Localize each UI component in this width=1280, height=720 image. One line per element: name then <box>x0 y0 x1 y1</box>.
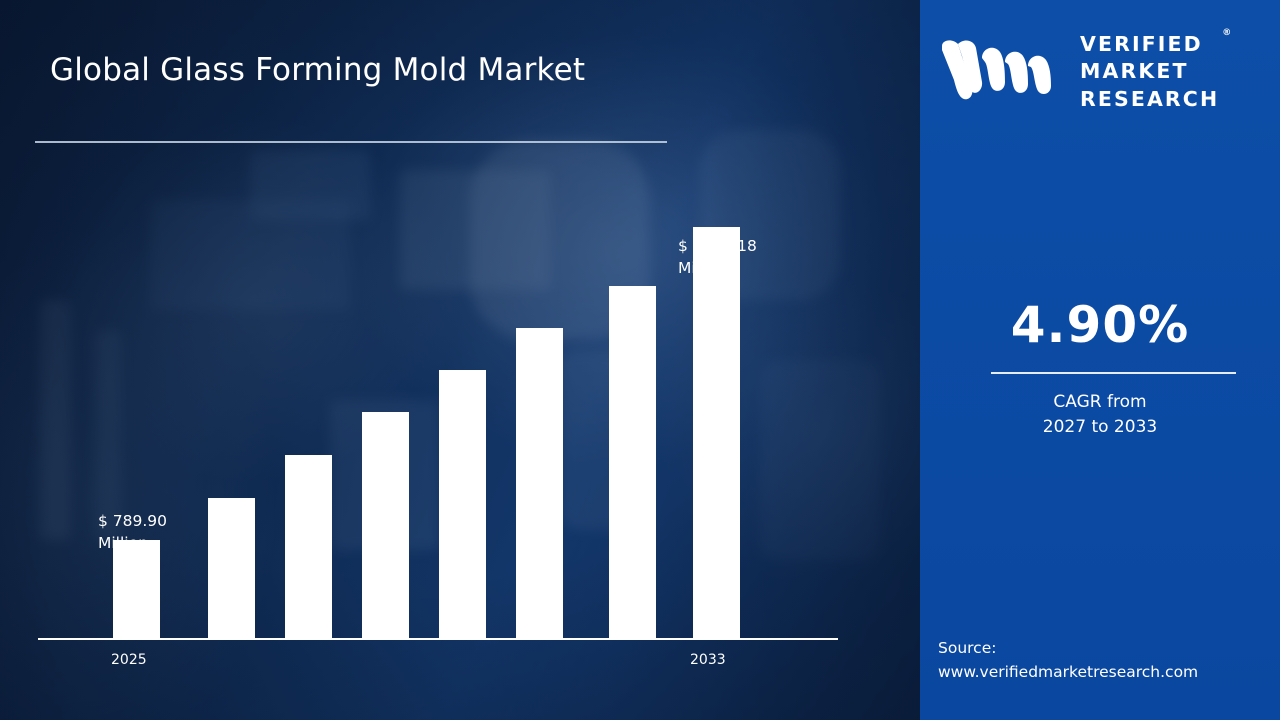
sidebar: VERIFIED MARKET RESEARCH ® 4.90% CAGR fr… <box>920 0 1280 720</box>
cagr-value: 4.90% <box>1010 296 1190 354</box>
bar-2030[interactable] <box>516 328 563 638</box>
cagr-caption: CAGR from 2027 to 2033 <box>920 390 1280 439</box>
title-divider <box>35 141 667 143</box>
bar-value-label-last-line2: Million <box>678 259 728 278</box>
bar-chart: $ 789.90 Million $ 1158.18 Million 2025 … <box>38 180 848 672</box>
vmr-logo-icon <box>942 40 1051 100</box>
bar-group <box>38 218 838 638</box>
chart-panel: Global Glass Forming Mold Market <box>0 0 920 720</box>
bar-2033[interactable] <box>693 227 740 638</box>
bar-2027[interactable] <box>285 455 332 638</box>
cagr-caption-line1: CAGR from <box>1053 392 1147 412</box>
x-axis-line <box>38 638 838 640</box>
cagr-caption-line2: 2027 to 2033 <box>1042 416 1158 437</box>
brand-wordmark: VERIFIED MARKET RESEARCH ® <box>1080 28 1231 112</box>
source-url[interactable]: www.verifiedmarketresearch.com <box>938 662 1199 681</box>
bar-2026[interactable] <box>208 498 255 638</box>
bar-value-label-last-line1: $ 1158.18 <box>678 237 757 255</box>
registered-trademark-icon: ® <box>1222 28 1232 39</box>
bar-2031[interactable] <box>609 286 656 638</box>
source-block: Source: www.verifiedmarketresearch.com <box>938 636 1198 684</box>
page-title: Global Glass Forming Mold Market <box>50 52 586 88</box>
bar-2028[interactable] <box>362 412 409 638</box>
bar-2025[interactable] <box>113 540 160 638</box>
x-tick-2033: 2033 <box>690 652 726 668</box>
source-label: Source: <box>938 638 997 657</box>
cagr-divider <box>991 372 1236 374</box>
bar-2029[interactable] <box>439 370 486 638</box>
bar-value-label-first-line1: $ 789.90 <box>98 512 168 530</box>
bar-value-label-last: $ 1158.18 Million <box>678 235 757 280</box>
bar-value-label-first: $ 789.90 Million <box>98 510 167 555</box>
brand-line-2: MARKET <box>1080 59 1189 84</box>
brand-line-3: RESEARCH <box>1080 86 1220 111</box>
bar-value-label-first-line2: Million <box>98 534 148 553</box>
brand-line-1: VERIFIED <box>1080 32 1203 57</box>
x-tick-2025: 2025 <box>111 652 147 668</box>
brand-logo[interactable]: VERIFIED MARKET RESEARCH ® <box>938 26 1268 118</box>
